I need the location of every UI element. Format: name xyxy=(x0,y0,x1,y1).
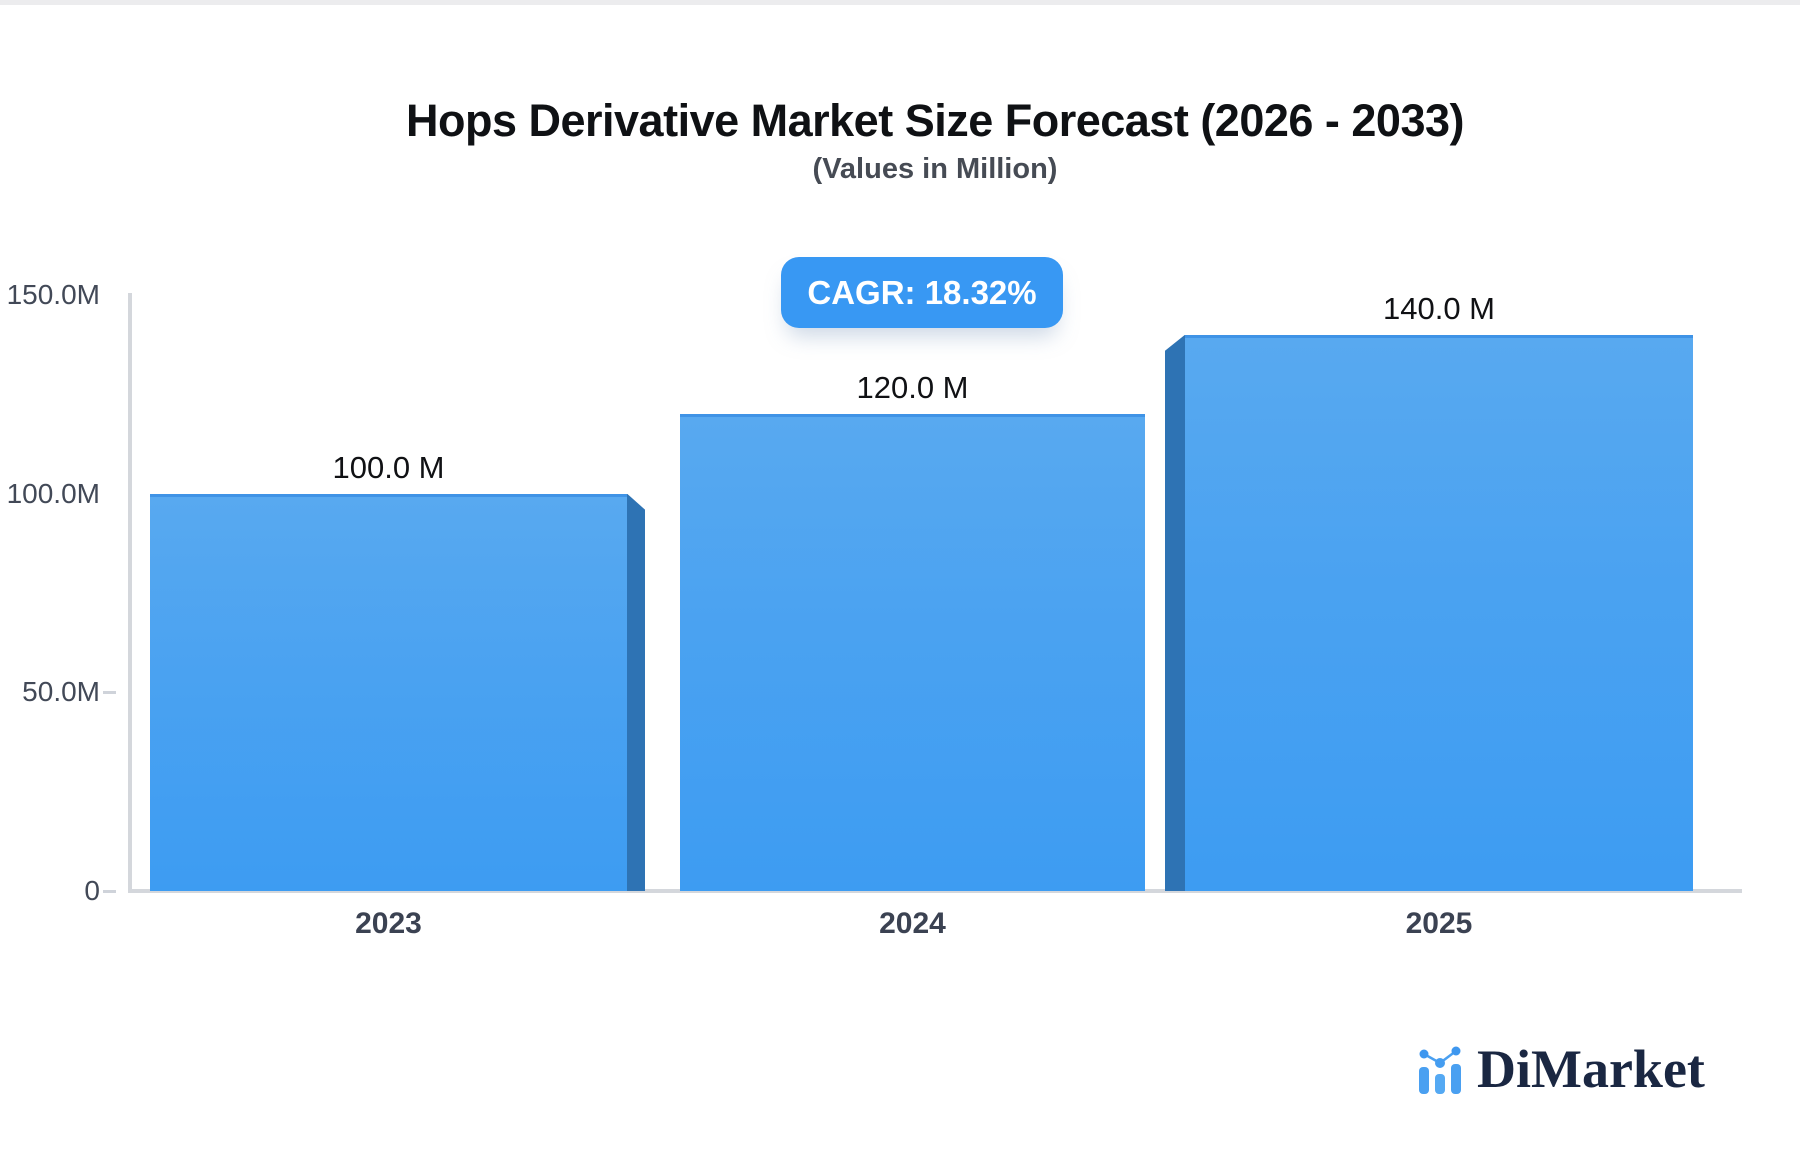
y-tick-label: 150.0M xyxy=(6,279,100,310)
y-axis-line xyxy=(128,293,132,893)
x-tick-label-2024: 2024 xyxy=(879,907,946,940)
x-tick-label-2025: 2025 xyxy=(1405,907,1473,940)
cagr-badge: CAGR: 18.32% xyxy=(781,257,1063,328)
bar-chart-icon xyxy=(1419,1046,1461,1094)
y-tick-mark xyxy=(103,890,116,893)
cagr-badge-label: CAGR: 18.32% xyxy=(807,273,1037,311)
y-tick-label: 0 xyxy=(84,875,100,906)
bar-value-label: 140.0 M xyxy=(1382,290,1495,326)
y-tick-label: 100.0M xyxy=(6,477,100,509)
bar-value-label: 120.0 M xyxy=(856,370,969,406)
bar-value-label: 100.0 M xyxy=(332,449,445,485)
y-tick-label: 50.0M xyxy=(22,676,100,708)
bar-2025[interactable] xyxy=(1185,334,1693,891)
x-tick-label-2023: 2023 xyxy=(355,907,422,940)
logo-text: DiMarket xyxy=(1477,1039,1705,1099)
bar-2023[interactable] xyxy=(150,493,627,891)
bar-2023-bevel xyxy=(627,493,645,891)
bar-2025-bevel xyxy=(1165,334,1185,891)
chart-title: Hops Derivative Market Size Forecast (20… xyxy=(405,95,1465,146)
chart-subtitle: (Values in Million) xyxy=(812,153,1058,185)
x-axis-line xyxy=(128,889,1742,893)
bar-2024[interactable] xyxy=(680,414,1145,891)
y-tick-mark xyxy=(103,691,116,695)
dimarket-logo[interactable]: DiMarket xyxy=(1416,1041,1705,1097)
